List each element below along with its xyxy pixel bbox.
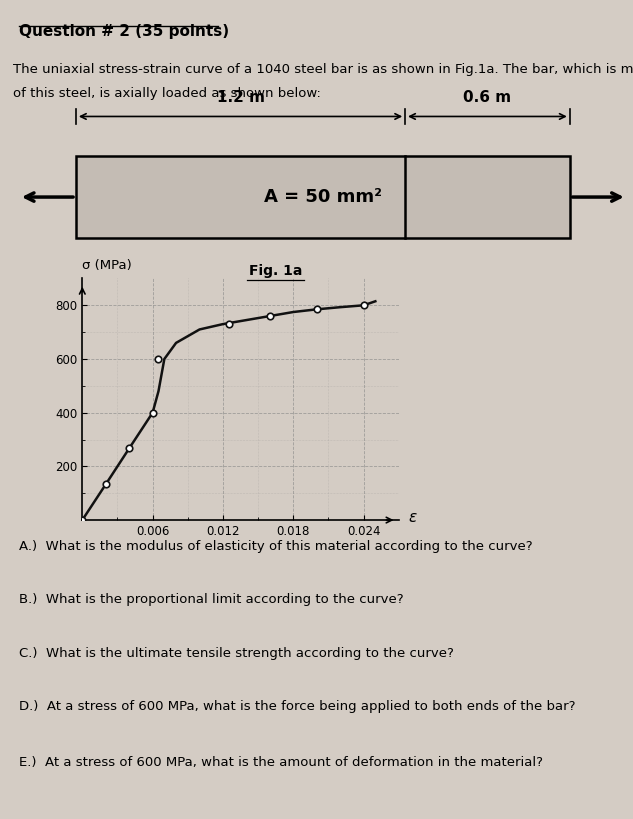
Text: σ (MPa): σ (MPa) xyxy=(82,259,132,272)
Point xyxy=(124,441,134,455)
Text: E.)  At a stress of 600 MPa, what is the amount of deformation in the material?: E.) At a stress of 600 MPa, what is the … xyxy=(19,756,543,768)
Point xyxy=(223,318,234,331)
Point xyxy=(265,310,275,323)
Bar xyxy=(76,156,570,238)
Text: A.)  What is the modulus of elasticity of this material according to the curve?: A.) What is the modulus of elasticity of… xyxy=(19,541,532,554)
Text: B.)  What is the proportional limit according to the curve?: B.) What is the proportional limit accor… xyxy=(19,594,404,606)
Text: Fig. 1a: Fig. 1a xyxy=(249,265,302,278)
Text: 0.6 m: 0.6 m xyxy=(463,89,511,105)
Point xyxy=(101,477,111,491)
Text: ε: ε xyxy=(408,510,417,525)
Point xyxy=(147,406,158,419)
Text: C.)  What is the ultimate tensile strength according to the curve?: C.) What is the ultimate tensile strengt… xyxy=(19,646,454,659)
Text: A = 50 mm²: A = 50 mm² xyxy=(264,188,382,206)
Text: Question # 2 (35 points): Question # 2 (35 points) xyxy=(19,24,229,39)
Text: 1.2 m: 1.2 m xyxy=(216,89,265,105)
Text: The uniaxial stress-strain curve of a 1040 steel bar is as shown in Fig.1a. The : The uniaxial stress-strain curve of a 10… xyxy=(13,63,633,76)
Point xyxy=(153,352,163,365)
Point xyxy=(311,303,322,316)
Point xyxy=(358,299,368,312)
Text: D.)  At a stress of 600 MPa, what is the force being applied to both ends of the: D.) At a stress of 600 MPa, what is the … xyxy=(19,699,575,713)
Point xyxy=(77,514,87,527)
Text: of this steel, is axially loaded as shown below:: of this steel, is axially loaded as show… xyxy=(13,87,320,100)
